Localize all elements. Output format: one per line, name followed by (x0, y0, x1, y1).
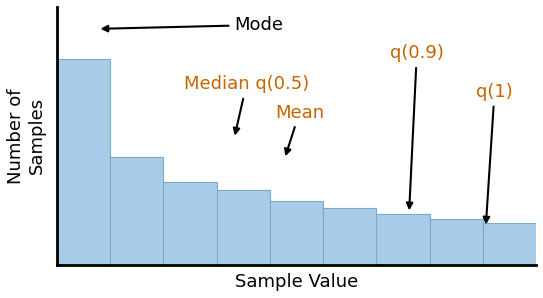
Text: Median q(0.5): Median q(0.5) (184, 75, 309, 134)
Text: q(1): q(1) (476, 83, 513, 222)
Bar (217, 190, 270, 265)
Bar (163, 182, 217, 265)
Bar (110, 157, 163, 265)
Bar (323, 208, 376, 265)
Bar (376, 214, 430, 265)
Text: Mode: Mode (103, 16, 283, 34)
X-axis label: Sample Value: Sample Value (235, 273, 358, 291)
Text: q(0.9): q(0.9) (390, 44, 444, 208)
Bar (57, 58, 110, 265)
Bar (430, 219, 483, 265)
Bar (270, 201, 323, 265)
Bar (483, 224, 536, 265)
Y-axis label: Number of
Samples: Number of Samples (7, 88, 46, 184)
Text: Mean: Mean (275, 104, 324, 154)
